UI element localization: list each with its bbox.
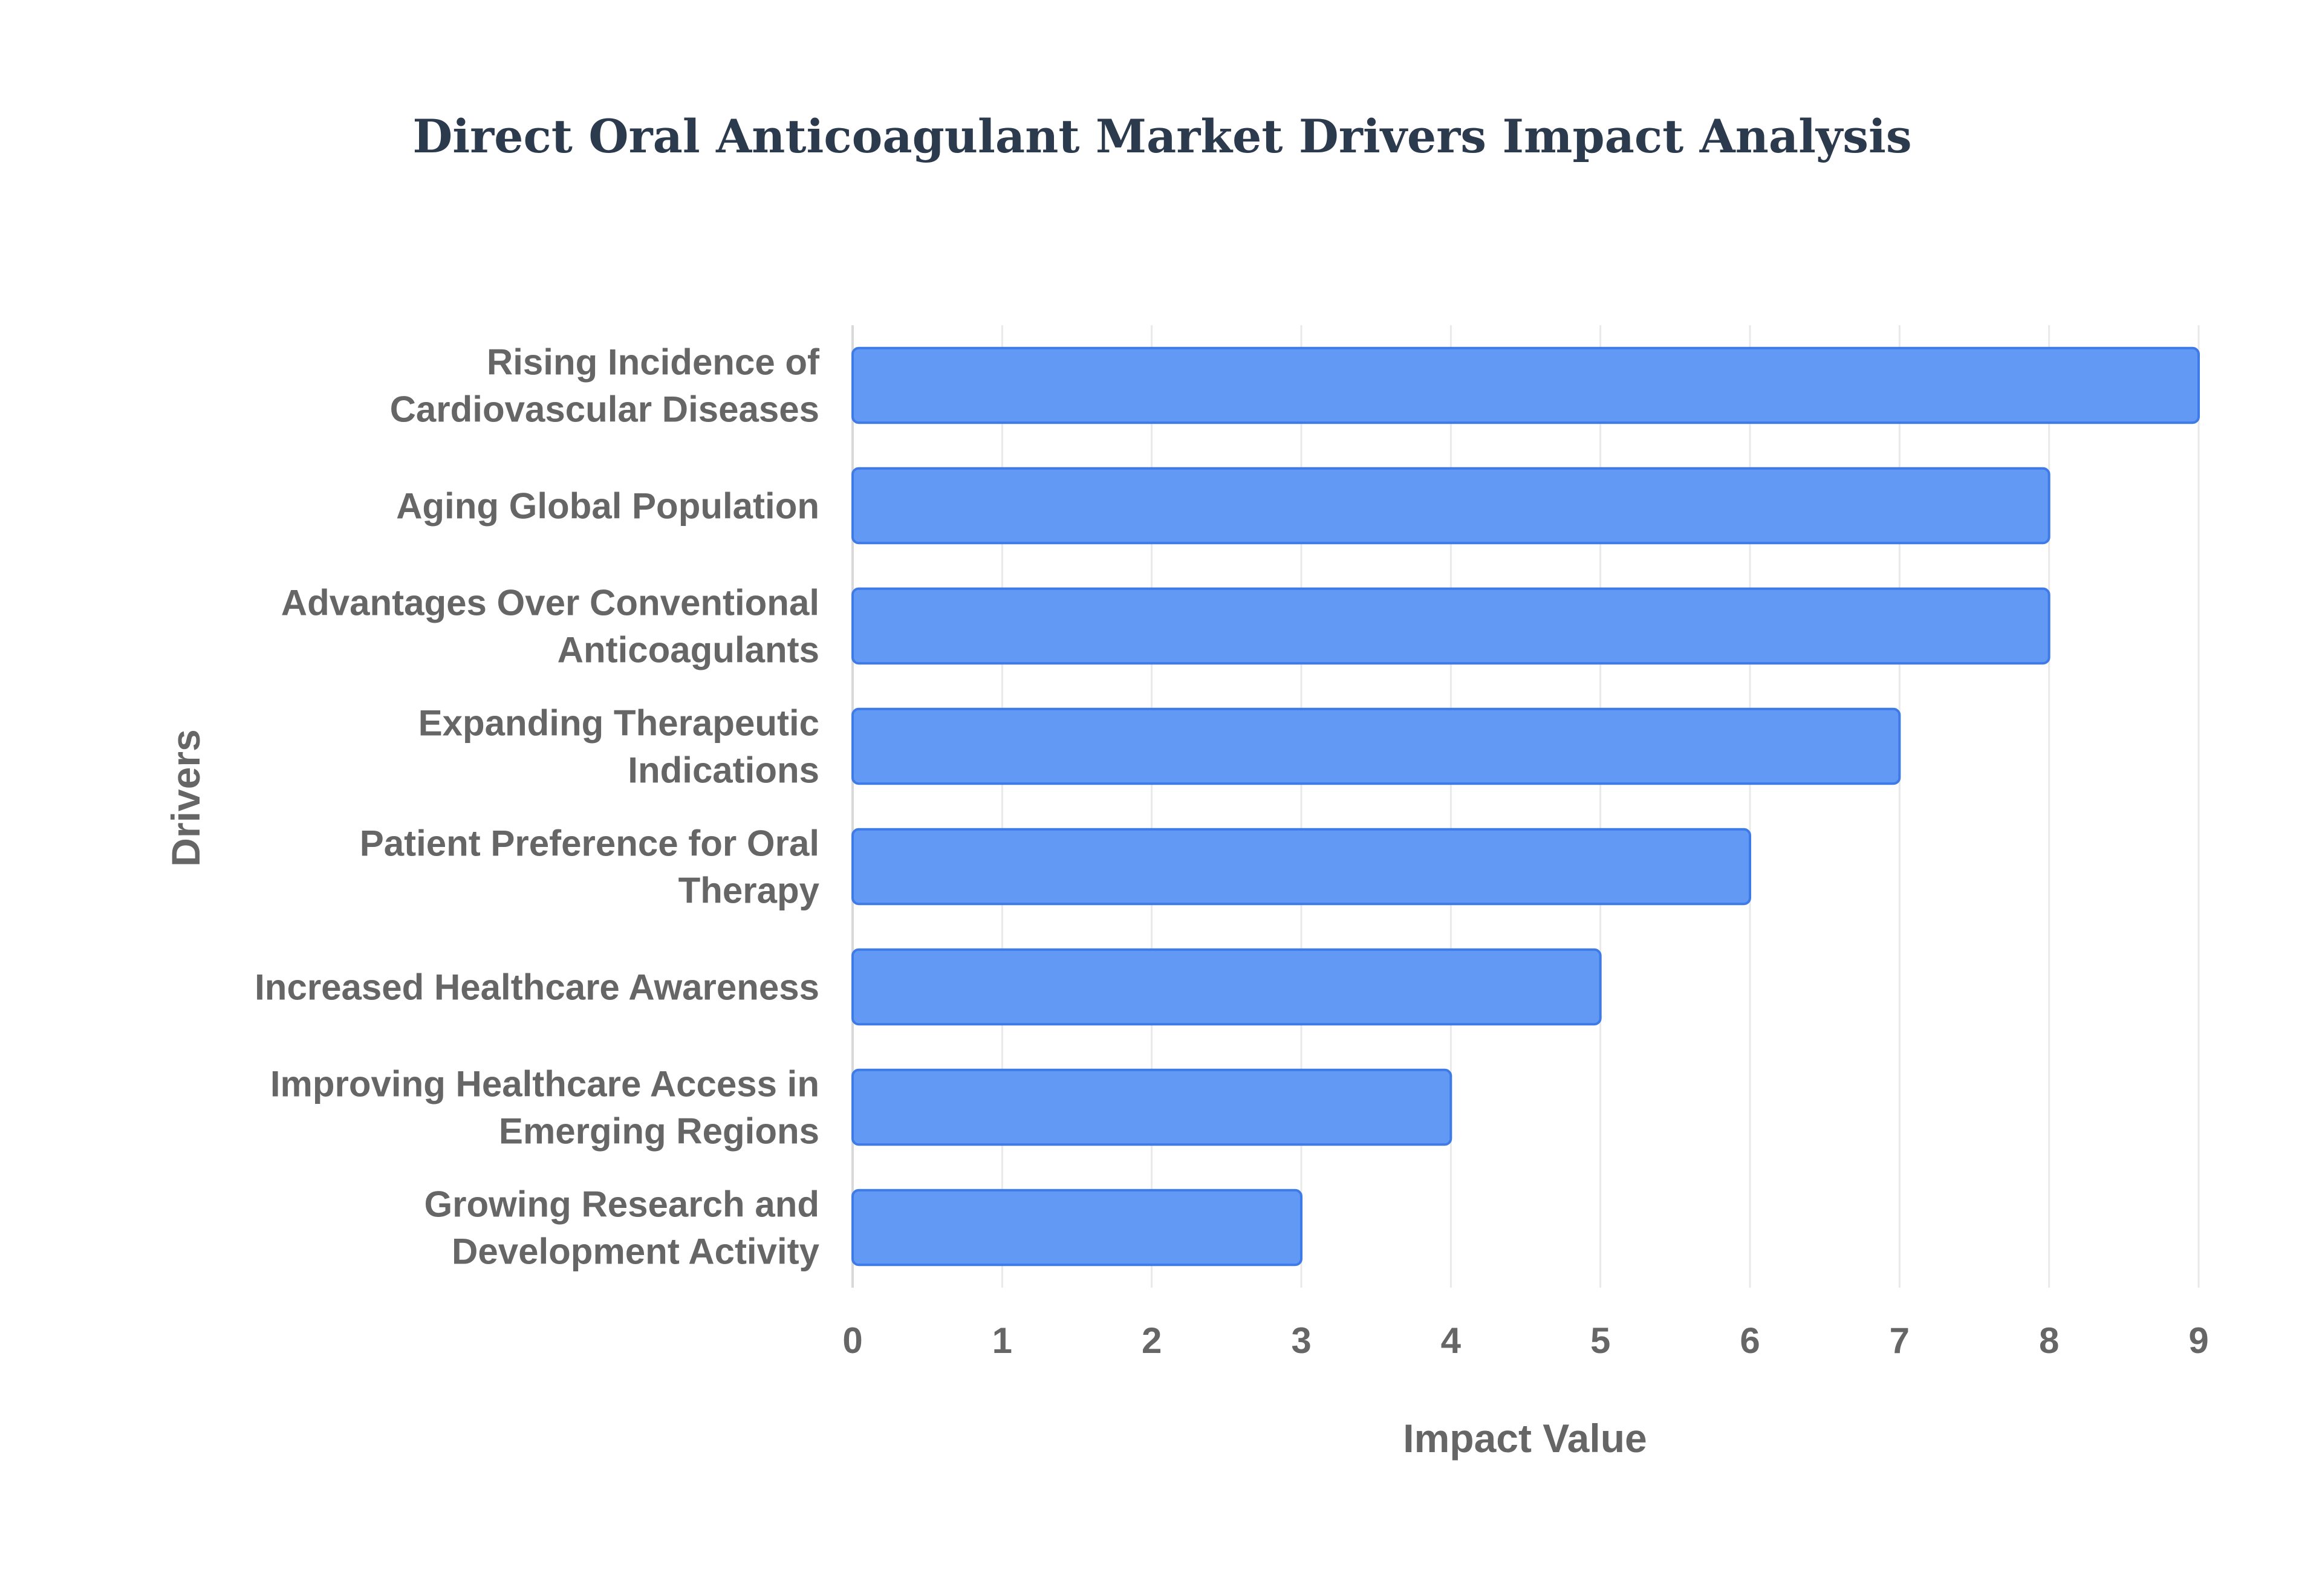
category-label-4: Patient Preference for Oral Therapy [360,823,820,911]
y-axis-title: Drivers [163,729,208,867]
x-tick-label-2: 2 [1142,1320,1162,1361]
bar-4 [851,828,1751,906]
x-tick-label-8: 8 [2039,1320,2059,1361]
category-label-2: Advantages Over Conventional Anticoagulan… [281,583,819,670]
category-label-line: Therapy [678,871,820,911]
category-label-line: Indications [628,750,819,791]
category-label-line: Anticoagulants [558,630,819,670]
x-tick-label-1: 1 [992,1320,1012,1361]
category-label-0: Rising Incidence of Cardiovascular Diseas… [390,342,820,430]
category-label-line: Expanding Therapeutic [418,703,819,744]
category-label-6: Improving Healthcare Access in Emerging R… [270,1064,819,1152]
category-label-line: Aging Global Population [396,486,819,527]
x-tick-label-0: 0 [842,1320,862,1361]
bar-7 [851,1189,1302,1267]
category-labels: Rising Incidence of Cardiovascular Diseas… [255,342,820,1272]
category-label-1: Aging Global Population [396,486,819,527]
x-tick-label-3: 3 [1291,1320,1311,1361]
bar-2 [851,587,2050,665]
category-label-line: Increased Healthcare Awareness [255,967,819,1008]
category-label-5: Increased Healthcare Awareness [255,967,819,1008]
bar-5 [851,948,1602,1026]
category-label-line: Advantages Over Conventional [281,583,819,623]
x-tick-label-7: 7 [1890,1320,1910,1361]
bar-6 [851,1068,1452,1146]
category-label-line: Development Activity [452,1231,820,1272]
x-tick-label-9: 9 [2188,1320,2208,1361]
category-label-line: Rising Incidence of [487,342,820,383]
category-label-line: Emerging Regions [499,1111,819,1152]
bars [851,346,2200,1267]
bar-0 [851,346,2200,424]
category-label-7: Growing Research and Development Activity [424,1184,820,1272]
x-tick-label-4: 4 [1441,1320,1462,1361]
category-label-line: Cardiovascular Diseases [390,389,819,430]
bar-1 [851,467,2050,545]
x-axis-title: Impact Value [1403,1416,1647,1461]
bar-3 [851,707,1901,785]
category-label-line: Growing Research and [424,1184,820,1225]
category-label-line: Improving Healthcare Access in [270,1064,819,1105]
chart-title: Direct Oral Anticoagulant Market Drivers… [412,109,1911,163]
category-label-line: Patient Preference for Oral [360,823,819,864]
x-tick-label-5: 5 [1590,1320,1610,1361]
category-label-3: Expanding Therapeutic Indications [418,703,819,791]
x-tick-label-6: 6 [1740,1320,1760,1361]
x-tick-labels: 0 1 2 3 4 5 6 7 8 9 [842,1320,2208,1361]
